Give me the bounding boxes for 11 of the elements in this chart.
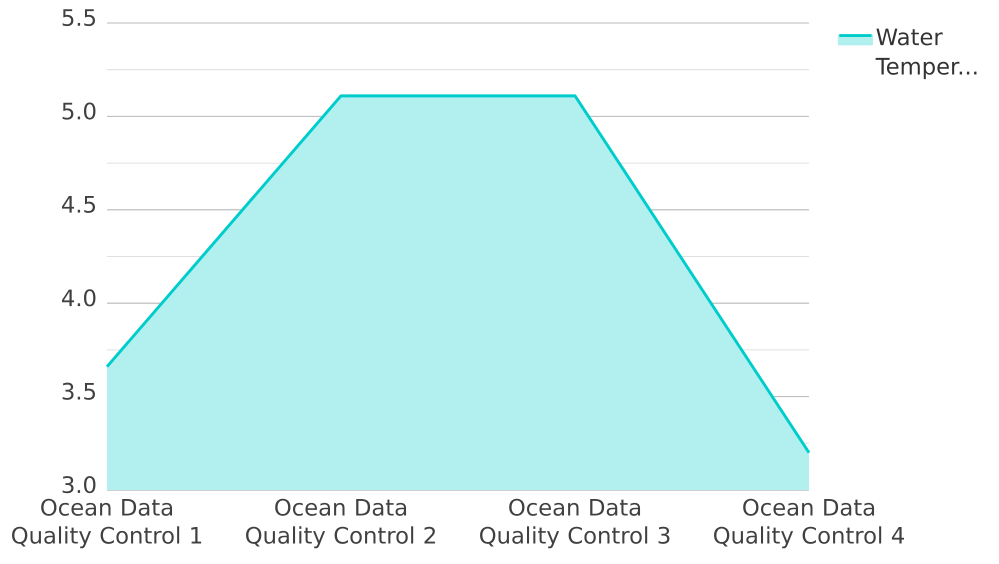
x-tick-label: Ocean Data Quality Control 4: [714, 498, 904, 548]
x-tick-label: Ocean Data Quality Control 3: [480, 498, 670, 548]
y-tick-label: 5.5: [62, 9, 95, 26]
x-tick-label: Ocean Data Quality Control 2: [246, 498, 435, 548]
y-tick-label: 5.0: [62, 102, 96, 120]
y-tick-label: 3.5: [62, 382, 95, 400]
x-tick-label: Ocean Data Quality Control 1: [12, 498, 202, 548]
y-tick-label: 4.5: [62, 196, 95, 213]
y-tick-label: 3.0: [62, 476, 96, 494]
legend-label: Water Temper...: [876, 28, 976, 80]
y-tick-label: 4.0: [62, 289, 96, 306]
